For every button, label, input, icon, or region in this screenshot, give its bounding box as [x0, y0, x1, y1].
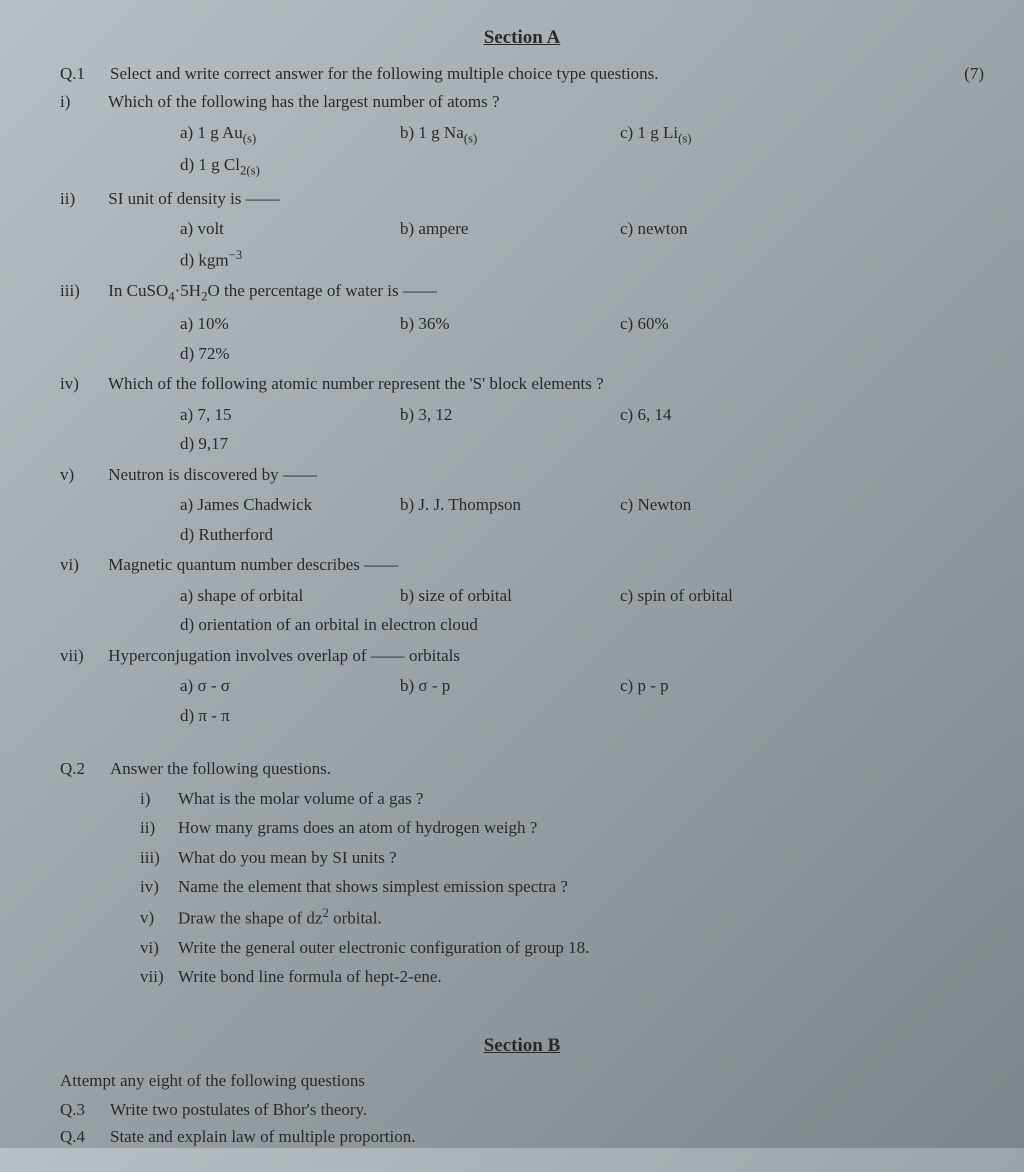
q1-vi-opts: a) shape of orbital b) size of orbital c…: [180, 581, 984, 640]
exam-page: Section A Q.1 Select and write correct a…: [0, 0, 1024, 1172]
q1-vii: vii) Hyperconjugation involves overlap o…: [60, 643, 984, 669]
q3-num: Q.3: [60, 1097, 110, 1123]
q1-v: v) Neutron is discovered by ——: [60, 462, 984, 488]
opt-b: b) 36%: [400, 309, 620, 339]
q1-i: i) Which of the following has the larges…: [60, 89, 984, 115]
q1-iii: iii) In CuSO4·5H2O the percentage of wat…: [60, 278, 984, 307]
opt-d: d) π - π: [180, 701, 400, 731]
q1-iii-opts: a) 10% b) 36% c) 60% d) 72%: [180, 309, 984, 368]
opt-d: d) kgm−3: [180, 244, 400, 275]
q1-iv: iv) Which of the following atomic number…: [60, 371, 984, 397]
q1-vi: vi) Magnetic quantum number describes ——: [60, 552, 984, 578]
opt-c: c) spin of orbital: [620, 581, 840, 611]
opt-c: c) Newton: [620, 490, 780, 520]
roman-ii: ii): [60, 186, 104, 212]
q2-iii: iii)What do you mean by SI units ?: [140, 845, 984, 871]
q2-row: Q.2 Answer the following questions.: [60, 756, 984, 782]
opt-b: b) 3, 12: [400, 400, 620, 430]
opt-d: d) Rutherford: [180, 520, 400, 550]
opt-d: d) 1 g Cl2(s): [180, 150, 400, 183]
opt-b: b) ampere: [400, 214, 620, 244]
opt-c: c) newton: [620, 214, 840, 244]
opt-c: c) 6, 14: [620, 400, 840, 430]
q3-row: Q.3 Write two postulates of Bhor's theor…: [60, 1097, 984, 1123]
q2-vi: vi)Write the general outer electronic co…: [140, 935, 984, 961]
q1-ii-text: SI unit of density is ——: [108, 189, 279, 208]
opt-b: b) 1 g Na(s): [400, 118, 620, 151]
q1-marks: (7): [944, 61, 984, 87]
roman-vii: vii): [60, 643, 104, 669]
q2-iv: iv)Name the element that shows simplest …: [140, 874, 984, 900]
opt-c: c) 1 g Li(s): [620, 118, 840, 151]
opt-a: a) 7, 15: [180, 400, 400, 430]
opt-c: c) 60%: [620, 309, 840, 339]
q2-list: i)What is the molar volume of a gas ? ii…: [140, 786, 984, 990]
q2-text: Answer the following questions.: [110, 756, 984, 782]
opt-c: c) p - p: [620, 671, 840, 701]
section-a-title: Section A: [60, 24, 984, 53]
q1-iv-text: Which of the following atomic number rep…: [108, 374, 604, 393]
q4-num: Q.4: [60, 1124, 110, 1150]
roman-vi: vi): [60, 552, 104, 578]
q1-num: Q.1: [60, 61, 110, 87]
opt-b: b) σ - p: [400, 671, 620, 701]
opt-b: b) size of orbital: [400, 581, 620, 611]
q1-row: Q.1 Select and write correct answer for …: [60, 61, 984, 87]
q2-vii: vii)Write bond line formula of hept-2-en…: [140, 964, 984, 990]
q2-ii: ii)How many grams does an atom of hydrog…: [140, 815, 984, 841]
opt-d: d) orientation of an orbital in electron…: [180, 610, 620, 640]
q3-text: Write two postulates of Bhor's theory.: [110, 1097, 984, 1123]
q1-text: Select and write correct answer for the …: [110, 61, 944, 87]
opt-a: a) σ - σ: [180, 671, 400, 701]
roman-i: i): [60, 89, 104, 115]
q2-i: i)What is the molar volume of a gas ?: [140, 786, 984, 812]
q2-num: Q.2: [60, 756, 110, 782]
q1-i-text: Which of the following has the largest n…: [108, 92, 500, 111]
roman-iii: iii): [60, 278, 104, 304]
q1-ii: ii) SI unit of density is ——: [60, 186, 984, 212]
q1-vi-text: Magnetic quantum number describes ——: [108, 555, 398, 574]
q1-i-opts: a) 1 g Au(s) b) 1 g Na(s) c) 1 g Li(s) d…: [180, 118, 984, 183]
q1-v-text: Neutron is discovered by ——: [108, 465, 317, 484]
q1-v-opts: a) James Chadwick b) J. J. Thompson c) N…: [180, 490, 984, 549]
opt-a: a) shape of orbital: [180, 581, 400, 611]
roman-v: v): [60, 462, 104, 488]
q1-vii-text: Hyperconjugation involves overlap of —— …: [108, 646, 460, 665]
opt-a: a) 1 g Au(s): [180, 118, 400, 151]
opt-a: a) James Chadwick: [180, 490, 400, 520]
opt-d: d) 72%: [180, 339, 400, 369]
opt-b: b) J. J. Thompson: [400, 490, 620, 520]
q2-v: v)Draw the shape of dz2 orbital.: [140, 904, 984, 931]
section-b-intro: Attempt any eight of the following quest…: [60, 1068, 984, 1094]
opt-a: a) volt: [180, 214, 400, 244]
section-b-title: Section B: [60, 1032, 984, 1061]
roman-iv: iv): [60, 371, 104, 397]
opt-a: a) 10%: [180, 309, 400, 339]
q1-ii-opts: a) volt b) ampere c) newton d) kgm−3: [180, 214, 984, 275]
q1-iv-opts: a) 7, 15 b) 3, 12 c) 6, 14 d) 9,17: [180, 400, 984, 459]
q4-text: State and explain law of multiple propor…: [110, 1124, 984, 1150]
opt-d: d) 9,17: [180, 429, 400, 459]
q1-vii-opts: a) σ - σ b) σ - p c) p - p d) π - π: [180, 671, 984, 730]
q4-row: Q.4 State and explain law of multiple pr…: [60, 1124, 984, 1150]
